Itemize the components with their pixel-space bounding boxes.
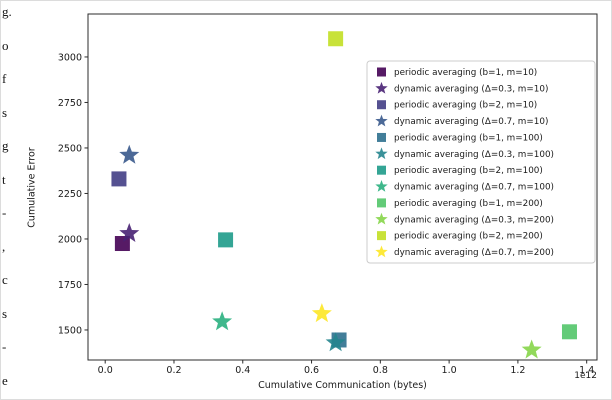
legend-label: periodic averaging (b=1, m=10) xyxy=(394,68,537,78)
y-tick-label: 1750 xyxy=(58,280,82,291)
x-tick-label: 0.8 xyxy=(373,365,388,376)
legend-marker-square xyxy=(377,132,386,142)
legend-label: dynamic averaging (Δ=0.3, m=100) xyxy=(394,150,554,160)
legend-label: periodic averaging (b=1, m=200) xyxy=(394,199,543,209)
x-axis-label: Cumulative Communication (bytes) xyxy=(258,380,427,391)
x-tick-label: 1.2 xyxy=(510,365,525,376)
x-axis-offset-exponent-label: 1e12 xyxy=(574,371,597,381)
legend-box xyxy=(366,60,596,264)
data-point-star-series-11 xyxy=(311,303,332,323)
x-tick-label: 0.2 xyxy=(166,365,181,376)
y-tick-label: 2250 xyxy=(58,189,82,200)
legend-marker-square xyxy=(377,198,386,208)
cropped-text-fragment: g. xyxy=(2,4,12,19)
cropped-text-fragment: f xyxy=(2,71,7,86)
cropped-text-fragment: , xyxy=(2,238,6,254)
y-tick-label: 2000 xyxy=(58,234,82,245)
cropped-text-fragment: o xyxy=(2,37,9,53)
cropped-text-fragment: s xyxy=(2,104,8,120)
legend-label: periodic averaging (b=2, m=10) xyxy=(394,101,537,111)
legend-marker-star xyxy=(375,114,388,127)
legend-marker-square xyxy=(377,231,386,241)
data-point-square-series-8 xyxy=(561,324,577,340)
legend-label: dynamic averaging (Δ=0.3, m=10) xyxy=(394,84,548,94)
data-point-star-series-7 xyxy=(212,311,233,331)
legend-label: periodic averaging (b=2, m=100) xyxy=(394,166,543,176)
legend-label: dynamic averaging (Δ=0.7, m=10) xyxy=(394,117,548,127)
legend-label: dynamic averaging (Δ=0.3, m=200) xyxy=(394,215,554,225)
y-tick-label: 3000 xyxy=(58,52,82,63)
data-point-square-series-10 xyxy=(328,31,344,47)
y-tick-label: 2500 xyxy=(58,143,82,154)
legend-marker-star xyxy=(375,147,388,160)
data-point-star-series-1 xyxy=(119,223,140,242)
x-tick-label: 0.0 xyxy=(98,365,113,376)
legend-marker-square xyxy=(377,165,386,175)
legend-marker-star xyxy=(375,180,388,192)
x-tick-label: 0.6 xyxy=(304,365,319,376)
x-tick-label: 1.0 xyxy=(442,365,457,376)
data-point-star-series-3 xyxy=(119,144,140,164)
legend-label: periodic averaging (b=2, m=200) xyxy=(394,232,543,242)
cropped-text-fragment: - xyxy=(2,339,7,354)
legend-label: dynamic averaging (Δ=0.7, m=200) xyxy=(394,248,554,258)
cropped-text-fragment: s xyxy=(2,305,8,321)
data-point-star-series-5 xyxy=(325,332,346,352)
data-point-star-series-9 xyxy=(521,339,542,359)
legend-marker-square xyxy=(377,67,386,77)
cropped-text-fragment: g xyxy=(2,138,9,153)
y-axis-label: Cumulative Error xyxy=(26,147,38,228)
x-tick-label: 0.4 xyxy=(235,365,250,376)
cropped-text-fragment: t xyxy=(2,171,6,187)
cropped-text-fragment: c xyxy=(2,272,8,287)
x-tick-label: 1.4 xyxy=(579,365,594,376)
cropped-text-fragment: - xyxy=(2,205,7,220)
legend-label: periodic averaging (b=1, m=100) xyxy=(394,133,543,143)
cropped-text-fragment: e xyxy=(2,372,8,388)
y-tick-label: 1500 xyxy=(58,325,82,336)
data-point-square-series-2 xyxy=(111,171,127,187)
legend-marker-star xyxy=(375,81,388,94)
legend-label: dynamic averaging (Δ=0.7, m=100) xyxy=(394,183,554,193)
legend-marker-star xyxy=(375,245,388,258)
legend-marker-square xyxy=(377,100,386,110)
plot-frame xyxy=(87,13,598,361)
data-point-square-series-6 xyxy=(218,232,234,248)
y-tick-label: 2750 xyxy=(58,98,82,109)
legend-marker-star xyxy=(375,212,388,225)
